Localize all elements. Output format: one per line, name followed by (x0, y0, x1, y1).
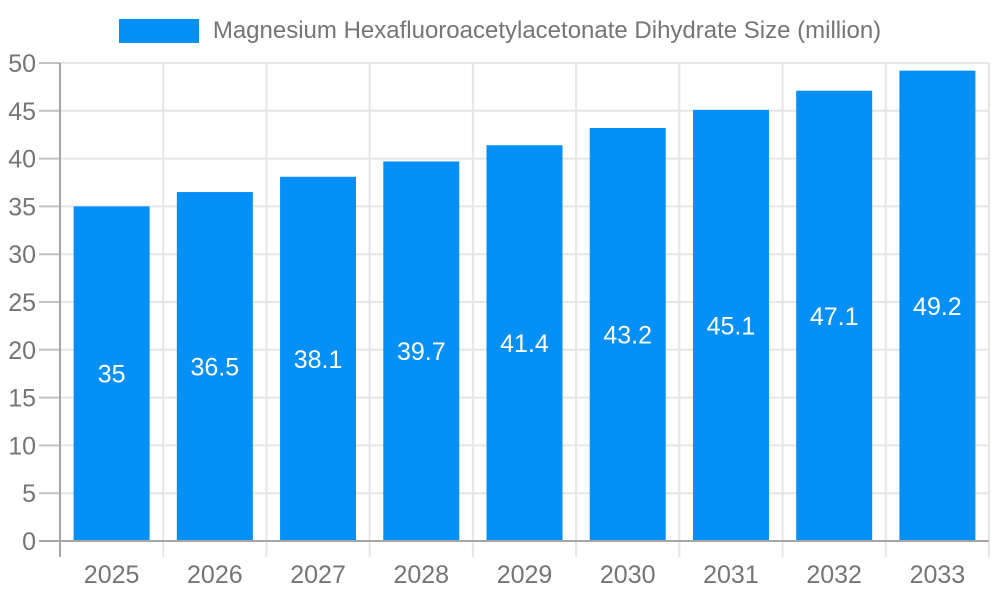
x-tick-label: 2033 (910, 561, 966, 589)
bar-value-label: 38.1 (294, 346, 343, 374)
x-tick-label: 2031 (703, 561, 759, 589)
bar-value-label: 43.2 (603, 322, 652, 350)
bar-value-label: 35 (98, 361, 126, 389)
bar-2025[interactable] (73, 206, 150, 541)
legend-label: Magnesium Hexafluoroacetylacetonate Dihy… (212, 17, 882, 44)
y-tick-label: 0 (22, 528, 36, 556)
bar-2032[interactable] (796, 90, 873, 541)
y-tick-label: 15 (8, 385, 36, 413)
bar-value-label: 36.5 (190, 354, 239, 382)
x-tick-label: 2029 (497, 561, 553, 589)
y-tick-label: 40 (8, 146, 36, 174)
bar-2029[interactable] (486, 145, 563, 541)
x-tick-label: 2026 (187, 561, 243, 589)
y-tick-label: 45 (8, 98, 36, 126)
bar-value-label: 39.7 (397, 338, 446, 366)
x-tick-label: 2032 (806, 561, 862, 589)
bar-2028[interactable] (383, 161, 460, 541)
bar-value-label: 45.1 (707, 312, 756, 340)
legend[interactable]: Magnesium Hexafluoroacetylacetonate Dihy… (0, 8, 1000, 54)
bar-2027[interactable] (280, 176, 357, 541)
y-tick-label: 10 (8, 432, 36, 460)
x-tick-label: 2025 (84, 561, 140, 589)
bar-value-label: 47.1 (810, 303, 859, 331)
x-tick-label: 2027 (290, 561, 346, 589)
x-tick-label: 2028 (393, 561, 449, 589)
y-tick-label: 5 (22, 480, 36, 508)
bar-value-label: 49.2 (913, 293, 962, 321)
bar-2030[interactable] (589, 128, 666, 541)
bar-value-label: 41.4 (500, 330, 549, 358)
y-tick-label: 30 (8, 241, 36, 269)
x-tick-label: 2030 (600, 561, 656, 589)
bar-2033[interactable] (899, 70, 976, 541)
y-tick-label: 25 (8, 289, 36, 317)
legend-swatch (118, 19, 199, 43)
y-tick-label: 50 (8, 50, 36, 78)
y-tick-label: 35 (8, 193, 36, 221)
y-tick-label: 20 (8, 337, 36, 365)
bar-2031[interactable] (692, 109, 769, 542)
bar-2026[interactable] (176, 192, 253, 541)
